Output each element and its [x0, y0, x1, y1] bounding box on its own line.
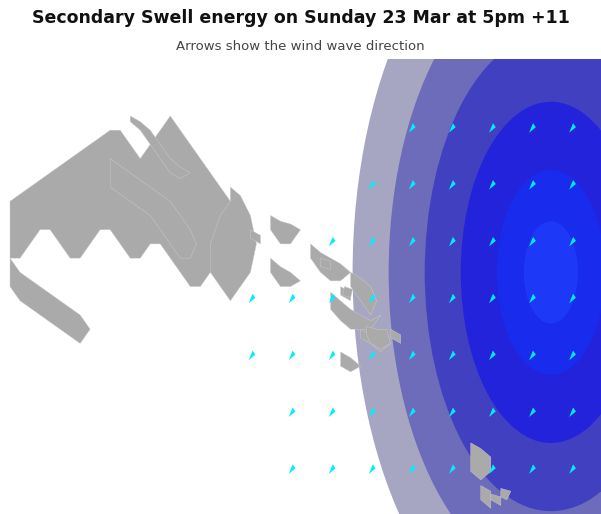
Ellipse shape [353, 0, 601, 514]
Polygon shape [409, 180, 416, 190]
Polygon shape [449, 351, 456, 360]
Polygon shape [569, 293, 576, 303]
Ellipse shape [461, 102, 601, 443]
Polygon shape [489, 464, 496, 474]
Polygon shape [369, 180, 376, 190]
Polygon shape [10, 116, 240, 286]
Polygon shape [409, 464, 416, 474]
Polygon shape [341, 286, 350, 301]
Polygon shape [350, 272, 377, 315]
Polygon shape [529, 180, 536, 190]
Polygon shape [288, 408, 296, 417]
Polygon shape [449, 237, 456, 246]
Polygon shape [489, 123, 496, 133]
Polygon shape [529, 351, 536, 360]
Polygon shape [449, 293, 456, 303]
Polygon shape [367, 326, 391, 349]
Polygon shape [471, 443, 491, 480]
Polygon shape [529, 408, 536, 417]
Polygon shape [409, 351, 416, 360]
Polygon shape [569, 351, 576, 360]
Polygon shape [361, 329, 391, 352]
Polygon shape [569, 123, 576, 133]
Polygon shape [130, 116, 191, 178]
Polygon shape [409, 293, 416, 303]
Polygon shape [409, 408, 416, 417]
Polygon shape [329, 464, 335, 474]
Polygon shape [481, 486, 491, 508]
Polygon shape [491, 494, 501, 505]
Polygon shape [369, 293, 376, 303]
Polygon shape [288, 464, 296, 474]
Polygon shape [270, 258, 300, 286]
Polygon shape [110, 159, 197, 258]
Polygon shape [529, 123, 536, 133]
Text: Arrows show the wind wave direction: Arrows show the wind wave direction [176, 40, 425, 52]
Polygon shape [409, 237, 416, 246]
Polygon shape [369, 464, 376, 474]
Polygon shape [343, 286, 353, 298]
Polygon shape [329, 293, 335, 303]
Polygon shape [569, 408, 576, 417]
Polygon shape [489, 408, 496, 417]
Polygon shape [320, 258, 331, 269]
Polygon shape [369, 408, 376, 417]
Polygon shape [529, 237, 536, 246]
Polygon shape [489, 237, 496, 246]
Polygon shape [329, 351, 335, 360]
Ellipse shape [524, 221, 578, 323]
Polygon shape [449, 180, 456, 190]
Text: Secondary Swell energy on Sunday 23 Mar at 5pm +11: Secondary Swell energy on Sunday 23 Mar … [32, 9, 569, 27]
Polygon shape [369, 237, 376, 246]
Polygon shape [311, 244, 350, 281]
Polygon shape [449, 123, 456, 133]
Polygon shape [251, 230, 260, 244]
Polygon shape [210, 187, 257, 301]
Ellipse shape [425, 33, 601, 511]
Ellipse shape [497, 170, 601, 375]
Polygon shape [529, 464, 536, 474]
Polygon shape [409, 123, 416, 133]
Polygon shape [489, 351, 496, 360]
Polygon shape [449, 408, 456, 417]
Polygon shape [249, 351, 255, 360]
Polygon shape [288, 293, 296, 303]
Polygon shape [249, 293, 255, 303]
Polygon shape [569, 180, 576, 190]
Polygon shape [288, 351, 296, 360]
Polygon shape [489, 180, 496, 190]
Polygon shape [449, 464, 456, 474]
Polygon shape [391, 329, 401, 343]
Polygon shape [329, 237, 335, 246]
Polygon shape [10, 258, 90, 343]
Polygon shape [341, 352, 361, 372]
Polygon shape [331, 292, 380, 329]
Polygon shape [329, 408, 335, 417]
Polygon shape [529, 293, 536, 303]
Polygon shape [501, 488, 511, 500]
Polygon shape [270, 215, 300, 244]
Polygon shape [489, 293, 496, 303]
Ellipse shape [389, 0, 601, 514]
Polygon shape [569, 237, 576, 246]
Polygon shape [369, 351, 376, 360]
Polygon shape [569, 464, 576, 474]
